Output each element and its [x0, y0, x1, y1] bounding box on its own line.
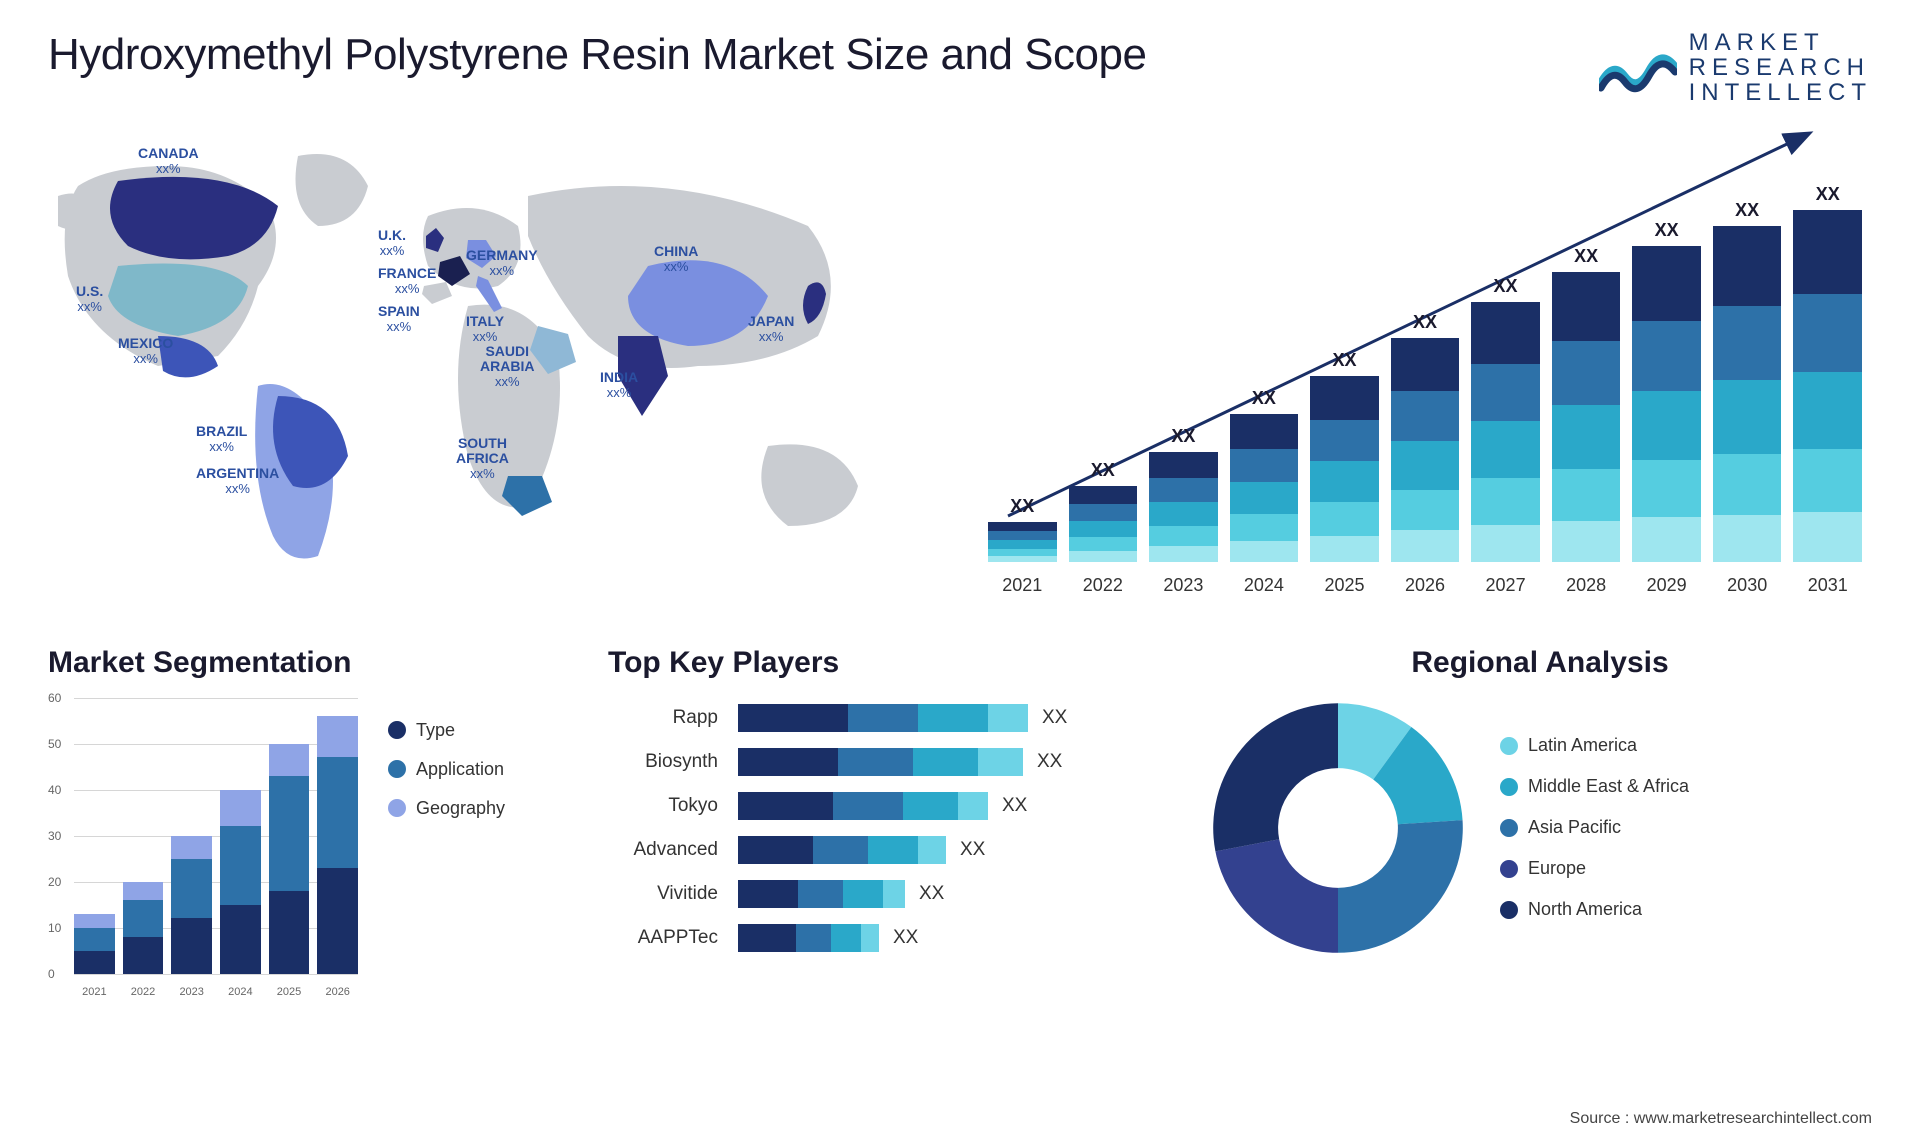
seg-ytick: 20: [48, 875, 61, 889]
growth-year-label: 2022: [1069, 575, 1138, 596]
growth-year-label: 2025: [1310, 575, 1379, 596]
segmentation-chart: 0102030405060 202120222023202420252026: [48, 698, 358, 998]
growth-year-label: 2029: [1632, 575, 1701, 596]
map-label: SAUDIARABIAxx%: [480, 344, 534, 390]
donut-slice: [1213, 703, 1338, 851]
logo-wave-icon: [1599, 40, 1677, 96]
seg-year-label: 2024: [220, 986, 261, 998]
map-label: GERMANYxx%: [466, 248, 538, 279]
map-label: ITALYxx%: [466, 314, 504, 345]
page-title: Hydroxymethyl Polystyrene Resin Market S…: [48, 30, 1146, 80]
segmentation-title: Market Segmentation: [48, 646, 568, 680]
seg-year-label: 2021: [74, 986, 115, 998]
growth-year-label: 2028: [1552, 575, 1621, 596]
seg-bar: [269, 744, 310, 974]
growth-bar: XX: [1149, 452, 1218, 562]
growth-year-label: 2026: [1391, 575, 1460, 596]
map-label: U.K.xx%: [378, 228, 406, 259]
seg-ytick: 30: [48, 829, 61, 843]
regional-title: Regional Analysis: [1208, 646, 1872, 680]
player-bar-row: XX: [738, 748, 1168, 776]
regional-legend: Latin America Middle East & Africa Asia Pa…: [1500, 735, 1689, 920]
world-map: CANADAxx% U.S.xx% MEXICOxx% BRAZILxx% ARGENT…: [48, 136, 928, 576]
growth-bar: XX: [988, 522, 1057, 562]
growth-bar: XX: [1069, 486, 1138, 562]
legend-item: Type: [388, 720, 505, 741]
seg-bar: [171, 836, 212, 974]
seg-year-label: 2023: [171, 986, 212, 998]
seg-bar: [220, 790, 261, 974]
map-label: CHINAxx%: [654, 244, 698, 275]
player-label: Vivitide: [657, 880, 718, 908]
legend-item: Geography: [388, 798, 505, 819]
growth-year-label: 2021: [988, 575, 1057, 596]
seg-year-label: 2026: [317, 986, 358, 998]
map-label: BRAZILxx%: [196, 424, 247, 455]
seg-ytick: 60: [48, 691, 61, 705]
growth-bar: XX: [1632, 246, 1701, 562]
seg-year-label: 2025: [269, 986, 310, 998]
growth-bar: XX: [1471, 302, 1540, 562]
growth-bar: XX: [1391, 338, 1460, 562]
legend-item: Asia Pacific: [1500, 817, 1689, 838]
legend-item: Europe: [1500, 858, 1689, 879]
player-label: Advanced: [633, 836, 718, 864]
seg-ytick: 50: [48, 737, 61, 751]
seg-bar: [74, 914, 115, 974]
growth-bar-chart: XXXXXXXXXXXXXXXXXXXXXX 20212022202320242…: [988, 136, 1872, 596]
player-bar-row: XX: [738, 924, 1168, 952]
donut-slice: [1215, 839, 1338, 953]
map-label: SOUTHAFRICAxx%: [456, 436, 509, 482]
map-label: FRANCExx%: [378, 266, 436, 297]
player-label: Tokyo: [668, 792, 718, 820]
key-players-chart: Rapp Biosynth Tokyo Advanced Vivitide AAPPTec…: [608, 698, 1168, 952]
seg-ytick: 10: [48, 921, 61, 935]
source-credit: Source : www.marketresearchintellect.com: [1570, 1110, 1872, 1128]
growth-year-label: 2031: [1793, 575, 1862, 596]
legend-item: North America: [1500, 899, 1689, 920]
seg-bar: [317, 716, 358, 974]
seg-bar: [123, 882, 164, 974]
growth-bar: XX: [1793, 210, 1862, 562]
growth-bar: XX: [1552, 272, 1621, 562]
player-bar-row: XX: [738, 792, 1168, 820]
player-label: Biosynth: [645, 748, 718, 776]
legend-item: Application: [388, 759, 505, 780]
brand-logo: MARKET RESEARCH INTELLECT: [1599, 30, 1872, 106]
growth-bar: XX: [1713, 226, 1782, 562]
segmentation-legend: Type Application Geography: [388, 698, 505, 998]
growth-year-label: 2030: [1713, 575, 1782, 596]
regional-donut-chart: [1208, 698, 1468, 958]
player-bar-row: XX: [738, 836, 1168, 864]
growth-bar: XX: [1230, 414, 1299, 562]
map-label: U.S.xx%: [76, 284, 103, 315]
growth-year-label: 2023: [1149, 575, 1218, 596]
logo-text: MARKET RESEARCH INTELLECT: [1689, 30, 1872, 106]
seg-ytick: 40: [48, 783, 61, 797]
player-bar-row: XX: [738, 880, 1168, 908]
player-bar-row: XX: [738, 704, 1168, 732]
map-label: CANADAxx%: [138, 146, 199, 177]
map-label: SPAINxx%: [378, 304, 420, 335]
donut-slice: [1338, 820, 1463, 953]
growth-year-label: 2027: [1471, 575, 1540, 596]
map-label: INDIAxx%: [600, 370, 638, 401]
growth-year-label: 2024: [1230, 575, 1299, 596]
map-label: JAPANxx%: [748, 314, 794, 345]
growth-bar: XX: [1310, 376, 1379, 562]
legend-item: Latin America: [1500, 735, 1689, 756]
seg-ytick: 0: [48, 967, 55, 981]
player-label: AAPPTec: [638, 924, 718, 952]
map-label: MEXICOxx%: [118, 336, 173, 367]
legend-item: Middle East & Africa: [1500, 776, 1689, 797]
player-label: Rapp: [673, 704, 718, 732]
seg-year-label: 2022: [123, 986, 164, 998]
players-title: Top Key Players: [608, 646, 1168, 680]
map-label: ARGENTINAxx%: [196, 466, 279, 497]
